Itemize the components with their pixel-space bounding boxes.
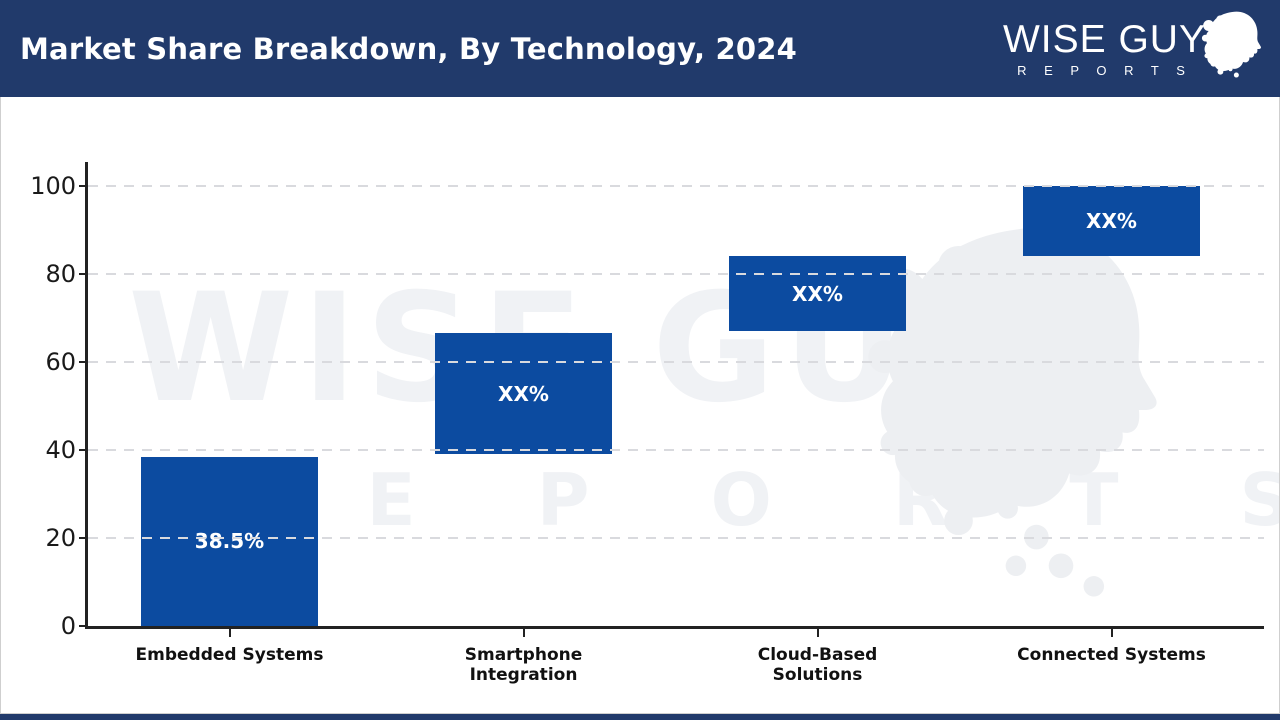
x-tick-mark [522,629,525,637]
y-tick-label: 0 [60,612,76,640]
bar-value-label: XX% [498,381,549,406]
y-tick-label: 40 [45,436,76,464]
brand-face-icon [1201,11,1261,78]
brand-logo: WISE GUY R E P O R T S [1003,4,1270,94]
y-tick-label: 60 [45,348,76,376]
x-tick-mark [1110,629,1113,637]
x-category-label: Smartphone Integration [464,645,583,686]
y-tick-mark [79,449,88,451]
x-tick-mark [816,629,819,637]
x-axis-line [85,626,1264,629]
bar-smartphone-integration: XX% [435,333,612,455]
bar-value-label: XX% [1086,209,1137,234]
chart-title: Market Share Breakdown, By Technology, 2… [20,31,798,66]
brand-logo-text: WISE GUY R E P O R T S [1003,20,1206,78]
brand-subtitle: R E P O R T S [1017,63,1192,78]
bar-value-label: XX% [792,281,843,306]
y-tick-label: 100 [30,172,76,200]
frame-bottom [0,713,1280,714]
y-tick-label: 20 [45,524,76,552]
bar-connected-systems: XX% [1023,186,1200,257]
bar-cloud-based-solutions: XX% [729,256,906,332]
y-tick-label: 80 [45,260,76,288]
x-tick-mark [228,629,231,637]
y-tick-mark [79,625,88,627]
header-band: Market Share Breakdown, By Technology, 2… [0,0,1280,97]
y-tick-mark [79,185,88,187]
x-category-label: Connected Systems [1017,645,1206,665]
y-tick-mark [79,361,88,363]
y-tick-mark [79,273,88,275]
brand-name: WISE GUY [1002,18,1206,61]
x-category-label: Cloud-Based Solutions [757,645,878,686]
bar-value-label: 38.5% [194,529,265,554]
y-tick-mark [79,537,88,539]
y-axis-line [85,162,88,629]
bar-embedded-systems: 38.5% [141,456,318,626]
x-category-label: Embedded Systems [135,645,324,665]
footer-band [0,714,1280,720]
frame-left [0,97,1,714]
